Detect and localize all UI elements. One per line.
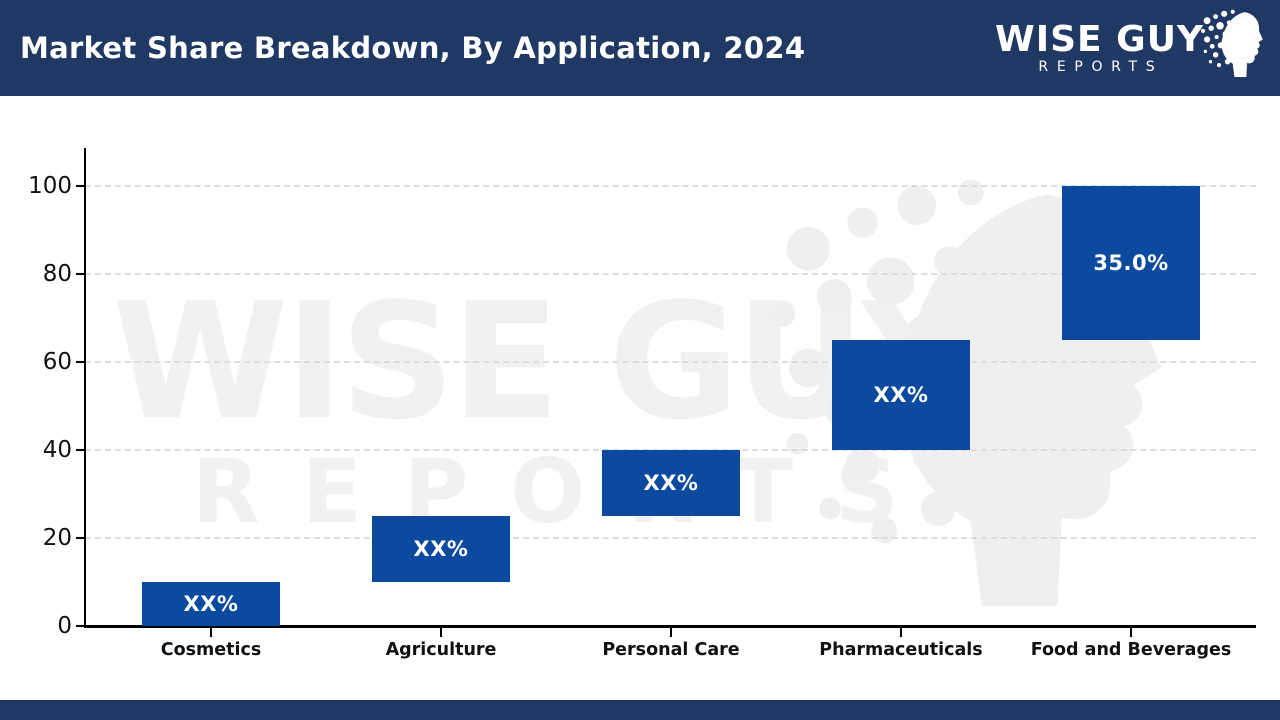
y-axis-line (84, 148, 86, 628)
y-tick-label: 0 (57, 613, 72, 639)
bar: XX% (372, 516, 510, 582)
x-axis-line (84, 625, 1256, 628)
x-tick-mark (670, 628, 672, 637)
x-tick-mark (210, 628, 212, 637)
watermark-text-reports: REPORTS (192, 440, 941, 543)
x-category-label: Cosmetics (160, 640, 262, 660)
y-tick-label: 20 (42, 525, 72, 551)
y-tick-mark (76, 625, 85, 627)
y-tick-label: 60 (42, 349, 72, 375)
wiseguy-logo: WISE GUY REPORTS (995, 5, 1268, 91)
grid-line (85, 185, 1256, 187)
page-title: Market Share Breakdown, By Application, … (20, 31, 806, 65)
bar: XX% (142, 582, 280, 626)
x-category-label: Food and Beverages (1030, 640, 1232, 660)
x-category-label: Agriculture (385, 640, 497, 660)
logo-wiseguy-label: WISE GUY (994, 19, 1204, 61)
wiseguy-logo-text: WISE GUY REPORTS (995, 21, 1204, 75)
bar-value-label: XX% (643, 471, 699, 495)
grid-line (85, 361, 1256, 363)
bar: 35.0% (1062, 186, 1200, 340)
y-tick-mark (76, 537, 85, 539)
y-tick-mark (76, 185, 85, 187)
y-tick-mark (76, 449, 85, 451)
grid-line (85, 537, 1256, 539)
y-tick-mark (76, 361, 85, 363)
grid-line (85, 273, 1256, 275)
bar-value-label: XX% (183, 592, 239, 616)
logo-dotted-head-icon (1200, 9, 1263, 78)
x-tick-mark (440, 628, 442, 637)
logo-reports-label: REPORTS (1038, 58, 1164, 75)
y-tick-label: 40 (42, 437, 72, 463)
header-bar: Market Share Breakdown, By Application, … (0, 0, 1280, 96)
y-tick-label: 80 (42, 261, 72, 287)
y-tick-label: 100 (28, 173, 72, 199)
x-tick-mark (1130, 628, 1132, 637)
bar: XX% (832, 340, 970, 450)
x-category-label: Personal Care (602, 640, 740, 660)
bar-value-label: 35.0% (1093, 251, 1169, 275)
x-tick-mark (900, 628, 902, 637)
bar-value-label: XX% (413, 537, 469, 561)
footer-bar (0, 700, 1280, 720)
bar: XX% (602, 450, 740, 516)
x-category-label: Pharmaceuticals (819, 640, 983, 660)
bar-value-label: XX% (873, 383, 929, 407)
y-tick-mark (76, 273, 85, 275)
